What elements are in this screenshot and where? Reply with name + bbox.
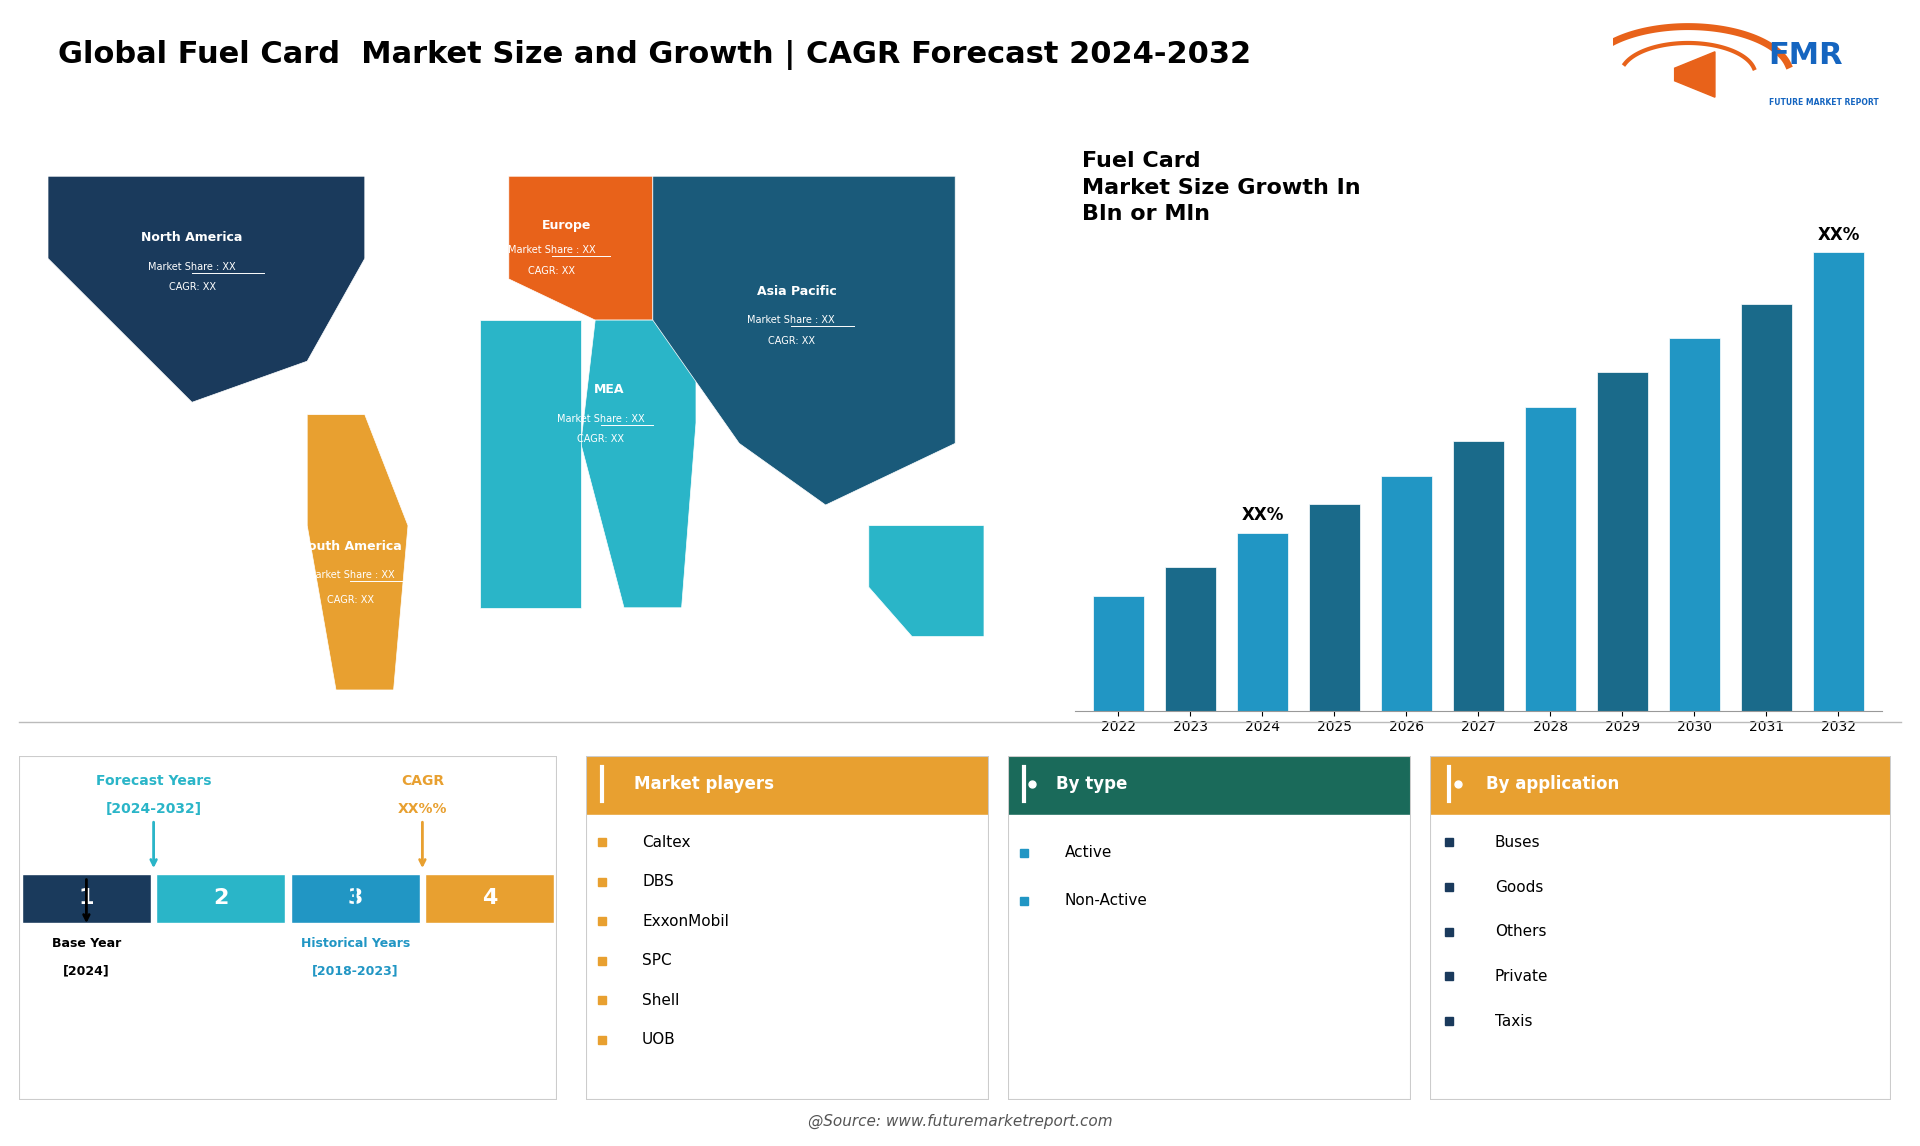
Text: XX%%: XX%% — [397, 802, 447, 816]
FancyBboxPatch shape — [582, 753, 993, 815]
FancyBboxPatch shape — [1004, 753, 1415, 815]
FancyBboxPatch shape — [156, 874, 286, 923]
Text: XX%: XX% — [1816, 226, 1860, 243]
Text: XX%: XX% — [1240, 507, 1284, 524]
Text: CAGR: XX: CAGR: XX — [768, 336, 814, 346]
Polygon shape — [307, 415, 407, 690]
Text: Market Share : XX: Market Share : XX — [557, 414, 645, 424]
Text: Europe: Europe — [541, 219, 591, 231]
Polygon shape — [509, 176, 653, 320]
Text: SPC: SPC — [641, 953, 672, 968]
Text: By application: By application — [1486, 775, 1619, 793]
Bar — [1524, 407, 1576, 711]
Text: CAGR: CAGR — [401, 774, 444, 787]
Text: 3: 3 — [348, 888, 363, 909]
Text: Shell: Shell — [641, 992, 680, 1008]
Text: Asia Pacific: Asia Pacific — [756, 285, 837, 298]
Text: CAGR: XX: CAGR: XX — [169, 282, 215, 292]
Text: [2024]: [2024] — [63, 965, 109, 978]
Text: CAGR: XX: CAGR: XX — [326, 595, 374, 605]
Text: CAGR: XX: CAGR: XX — [578, 434, 624, 445]
Text: CAGR: XX: CAGR: XX — [528, 266, 576, 276]
Polygon shape — [582, 320, 695, 607]
Polygon shape — [1674, 52, 1715, 97]
Text: Goods: Goods — [1496, 879, 1544, 895]
FancyBboxPatch shape — [290, 874, 420, 923]
Text: By type: By type — [1056, 775, 1127, 793]
Text: UOB: UOB — [641, 1033, 676, 1047]
Text: Private: Private — [1496, 968, 1548, 984]
Text: Caltex: Caltex — [641, 834, 691, 850]
Text: Active: Active — [1064, 845, 1112, 861]
Text: South America: South America — [300, 540, 401, 552]
Text: Historical Years: Historical Years — [301, 937, 409, 950]
Bar — [1380, 476, 1432, 711]
Text: Non-Active: Non-Active — [1064, 893, 1148, 909]
Text: Others: Others — [1496, 924, 1546, 940]
Text: DBS: DBS — [641, 874, 674, 889]
Bar — [1092, 596, 1144, 711]
Text: Forecast Years: Forecast Years — [96, 774, 211, 787]
Text: [2018-2023]: [2018-2023] — [311, 965, 399, 978]
Text: FUTURE MARKET REPORT: FUTURE MARKET REPORT — [1768, 97, 1878, 107]
FancyBboxPatch shape — [424, 874, 555, 923]
Text: Market Share : XX: Market Share : XX — [509, 245, 595, 256]
Bar — [1453, 441, 1503, 711]
Bar — [1165, 567, 1215, 711]
Text: 4: 4 — [482, 888, 497, 909]
Bar — [1741, 304, 1791, 711]
Text: @Source: www.futuremarketreport.com: @Source: www.futuremarketreport.com — [808, 1114, 1112, 1129]
Text: Market Share : XX: Market Share : XX — [148, 261, 236, 272]
Text: 1: 1 — [79, 888, 94, 909]
Text: North America: North America — [142, 231, 242, 244]
Text: Base Year: Base Year — [52, 937, 121, 950]
Text: 2: 2 — [213, 888, 228, 909]
Text: Fuel Card
Market Size Growth In
Bln or Mln: Fuel Card Market Size Growth In Bln or M… — [1083, 151, 1361, 225]
Bar — [1597, 372, 1647, 711]
FancyBboxPatch shape — [21, 874, 152, 923]
Text: Market Share : XX: Market Share : XX — [307, 570, 394, 580]
Text: Taxis: Taxis — [1496, 1013, 1532, 1029]
Polygon shape — [48, 176, 365, 402]
Bar — [1668, 338, 1720, 711]
Text: ExxonMobil: ExxonMobil — [641, 913, 730, 929]
Text: FMR: FMR — [1768, 41, 1843, 70]
Text: MEA: MEA — [595, 384, 624, 397]
Text: [2024-2032]: [2024-2032] — [106, 802, 202, 816]
Bar — [1309, 504, 1359, 711]
Text: Market Share : XX: Market Share : XX — [747, 315, 835, 325]
Text: Global Fuel Card  Market Size and Growth | CAGR Forecast 2024-2032: Global Fuel Card Market Size and Growth … — [58, 40, 1250, 70]
Polygon shape — [653, 176, 956, 505]
Text: Market players: Market players — [634, 775, 774, 793]
Text: Buses: Buses — [1496, 834, 1540, 850]
Polygon shape — [868, 526, 983, 636]
Polygon shape — [480, 320, 582, 607]
Bar — [1236, 533, 1288, 711]
Bar — [1812, 252, 1864, 711]
FancyBboxPatch shape — [1427, 753, 1895, 815]
